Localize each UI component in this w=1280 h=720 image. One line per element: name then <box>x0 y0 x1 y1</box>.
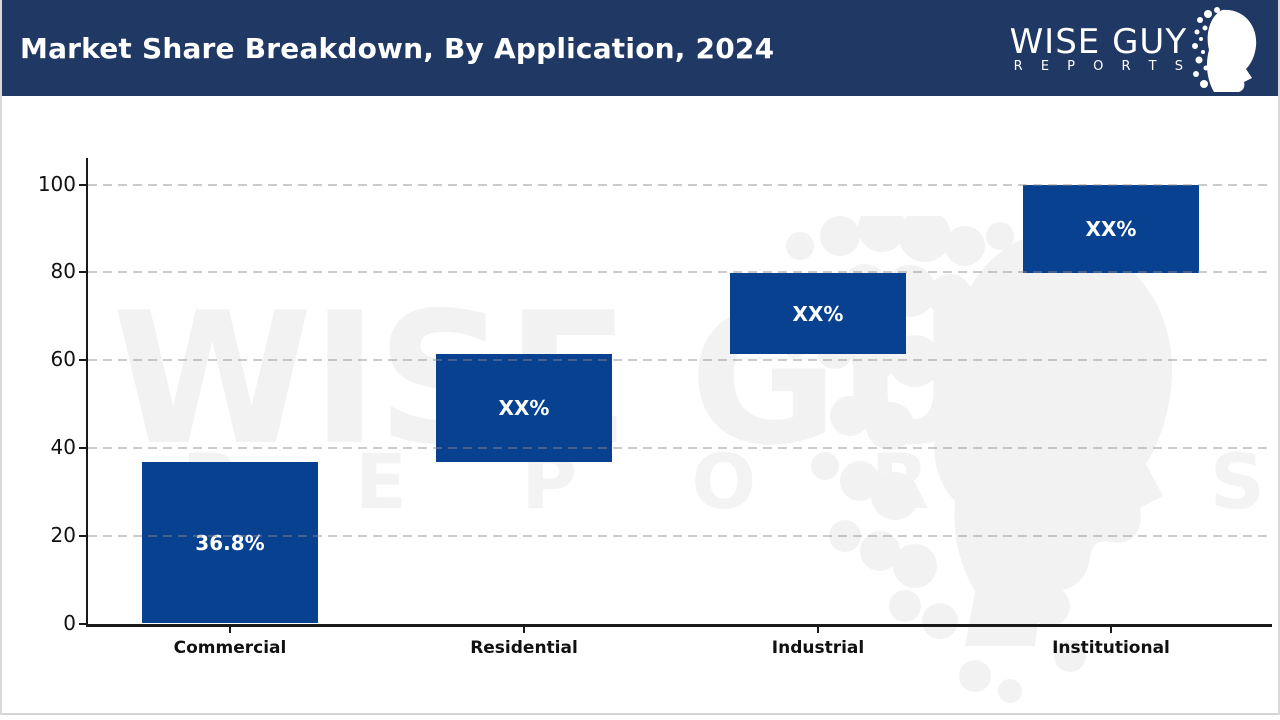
y-tick-label-20: 20 <box>50 522 76 547</box>
logo-reports-text: R E P O R T S <box>1013 59 1190 75</box>
wiseguy-logo: WISE GUY R E P O R T S <box>1007 6 1266 92</box>
x-tick-industrial <box>817 625 819 633</box>
category-label-residential: Residential <box>470 638 578 658</box>
y-tick-0 <box>79 622 87 625</box>
bar-value-label: 36.8% <box>195 530 265 555</box>
bar-residential: XX% <box>436 353 612 462</box>
y-axis-line <box>86 158 88 626</box>
y-tick-60 <box>79 359 87 362</box>
gridline-80 <box>88 271 1268 274</box>
wiseguy-head-icon <box>1192 7 1257 92</box>
chart-title: Market Share Breakdown, By Application, … <box>20 31 775 65</box>
x-tick-institutional <box>1110 625 1112 633</box>
bar-value-label: XX% <box>498 395 550 420</box>
y-tick-label-0: 0 <box>63 610 76 635</box>
category-label-institutional: Institutional <box>1052 638 1170 658</box>
y-tick-20 <box>79 534 87 537</box>
y-tick-label-40: 40 <box>50 434 76 459</box>
y-tick-100 <box>79 183 87 186</box>
y-tick-label-80: 80 <box>50 259 76 284</box>
header-bar: Market Share Breakdown, By Application, … <box>0 0 1280 96</box>
category-label-commercial: Commercial <box>173 638 287 658</box>
gridline-40 <box>88 446 1268 449</box>
gridline-60 <box>88 359 1268 362</box>
gridline-20 <box>88 534 1268 537</box>
y-tick-label-60: 60 <box>50 347 76 372</box>
y-tick-label-100: 100 <box>37 171 76 196</box>
category-label-industrial: Industrial <box>771 638 865 658</box>
bar-value-label: XX% <box>1085 216 1137 241</box>
bar-industrial: XX% <box>730 273 906 354</box>
y-tick-40 <box>79 446 87 449</box>
gridline-100 <box>88 183 1268 186</box>
logo-text: WISE GUY R E P O R T S <box>1007 21 1190 75</box>
y-tick-80 <box>79 271 87 274</box>
x-axis-line <box>86 623 1272 627</box>
bar-institutional: XX% <box>1023 184 1199 274</box>
bar-value-label: XX% <box>792 301 844 326</box>
x-tick-residential <box>523 625 525 633</box>
chart-area: WISE GUY R E P O R T S 0 20 40 60 80 100 36.8%… <box>0 96 1280 716</box>
bar-commercial: 36.8% <box>142 461 318 624</box>
x-tick-commercial <box>229 625 231 633</box>
logo-wiseguy-text: WISE GUY <box>1009 21 1188 62</box>
